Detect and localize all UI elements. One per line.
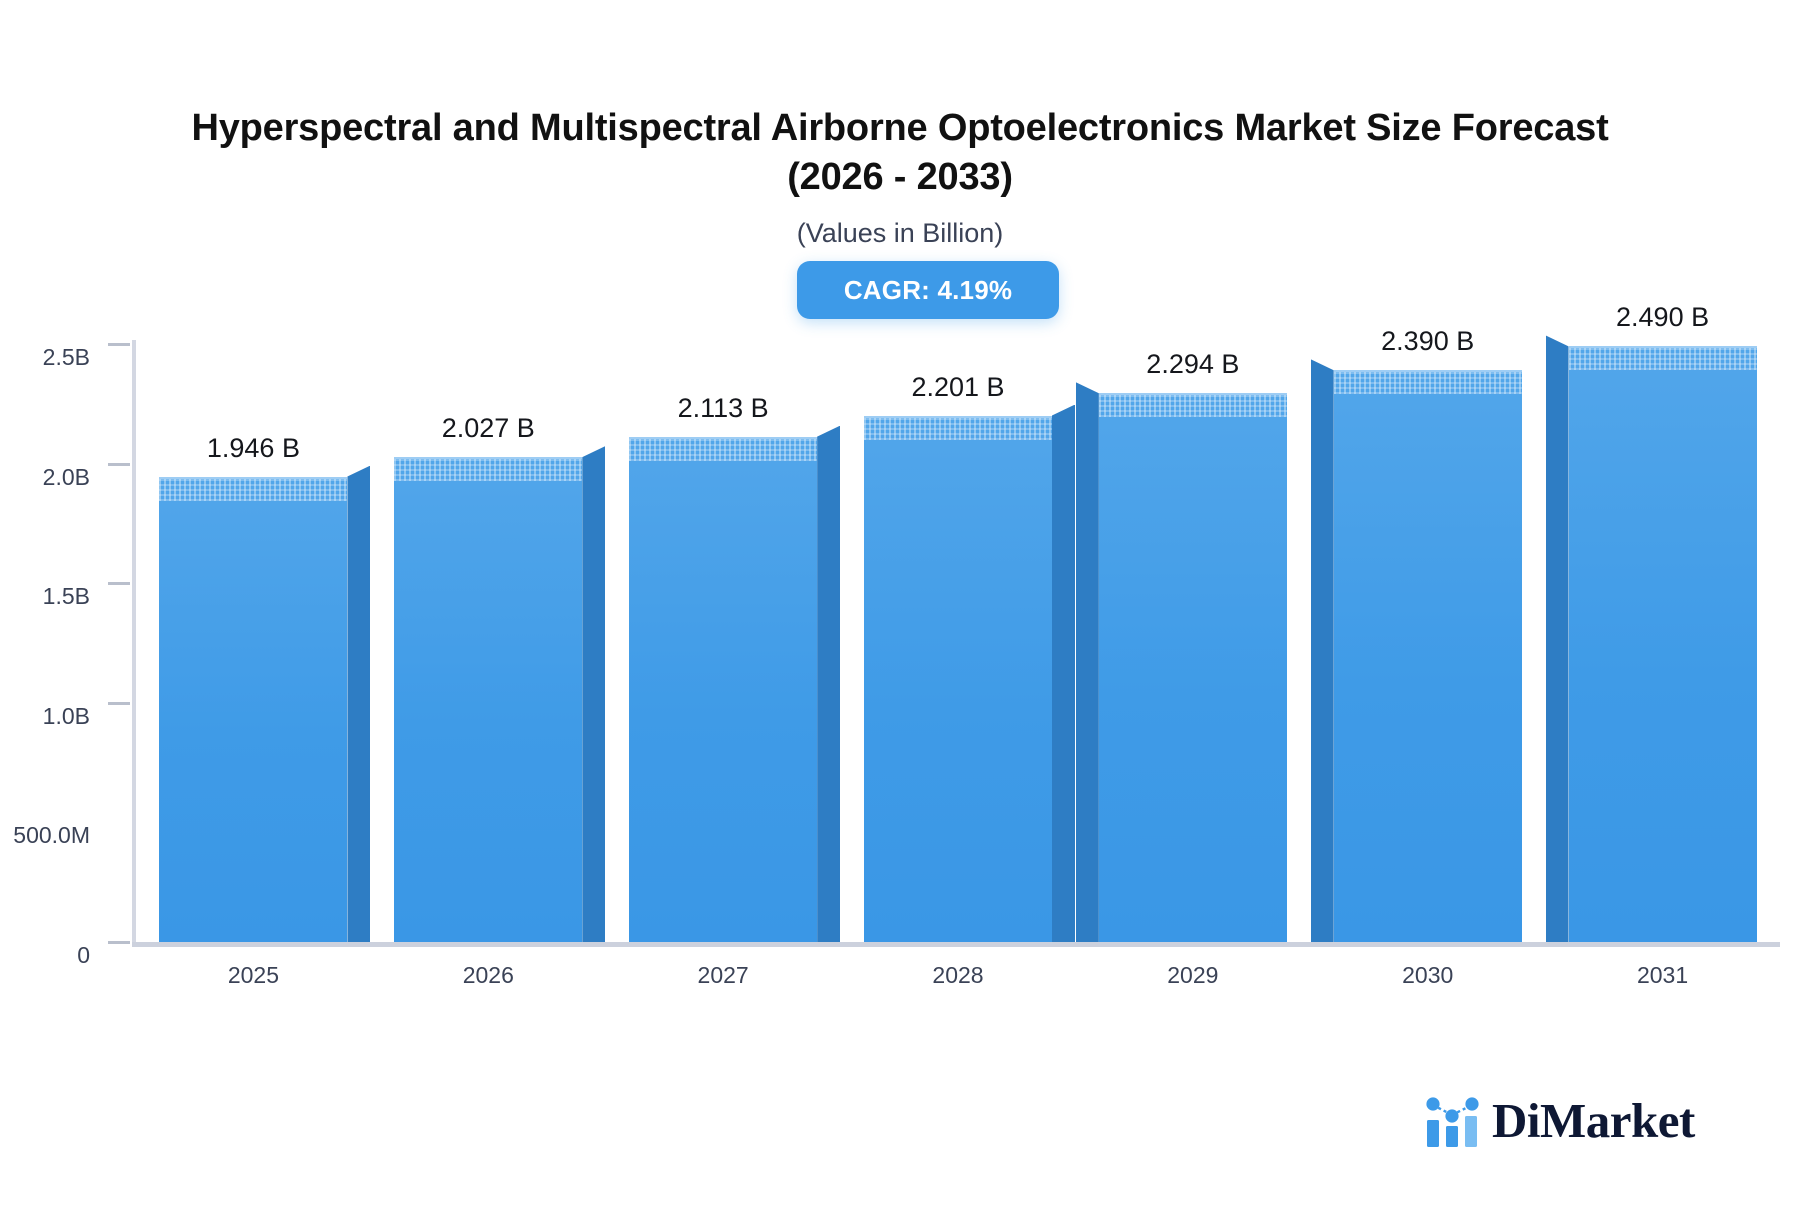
logo-wordmark: DiMarket	[1492, 1092, 1695, 1148]
bar-front-face	[394, 457, 583, 942]
bar-side-face	[1052, 404, 1075, 942]
bar-front-face	[159, 476, 348, 942]
chart-title-line-1: Hyperspectral and Multispectral Airborne…	[191, 107, 1609, 149]
bar[interactable]: 2.294 B	[1075, 349, 1287, 942]
y-axis-tick	[108, 941, 130, 944]
y-axis-tick	[108, 582, 130, 586]
chart-title-line-2: (2026 - 2033)	[787, 155, 1013, 198]
bar-front-face	[629, 436, 818, 942]
title-block: Hyperspectral and Multispectral Airborne…	[0, 104, 1800, 250]
bar-front-face	[1568, 346, 1757, 942]
y-axis-tick-label-text: 2.5B	[42, 344, 90, 370]
bar-value-label: 2.490 B	[1616, 302, 1710, 333]
y-axis-line	[132, 340, 136, 946]
chart-subtitle: (Values in Billion)	[796, 218, 1004, 249]
bar[interactable]: 2.027 B	[394, 413, 606, 942]
bar-chart-logo-icon	[1424, 1092, 1482, 1148]
y-axis-tick-label-text: 1.5B	[42, 583, 90, 610]
page-title: Hyperspectral and Multispectral Airborne…	[0, 104, 1800, 201]
bar-front-face	[864, 415, 1052, 942]
bar[interactable]: 2.113 B	[629, 393, 841, 942]
x-axis-tick-label: 2029	[1167, 962, 1219, 988]
bar-front-face	[1333, 370, 1522, 942]
y-axis-tick-label-text: 2.0B	[42, 463, 90, 490]
bar-value-label: 2.027 B	[441, 413, 535, 444]
bar-side-face	[1075, 382, 1099, 942]
bar-value-label: 2.201 B	[911, 371, 1005, 402]
bar[interactable]: 2.201 B	[864, 372, 1075, 942]
y-axis-tick-label-text: 0	[77, 942, 90, 968]
y-axis-tick	[108, 462, 130, 466]
bar-value-label: 2.113 B	[677, 392, 769, 423]
bar[interactable]: 2.390 B	[1310, 326, 1522, 942]
x-axis-baseline	[132, 942, 1780, 947]
bar-side-face	[817, 425, 841, 942]
bar-side-face	[1310, 359, 1334, 942]
x-axis-tick-label: 2030	[1402, 962, 1454, 988]
dimarket-logo: DiMarket	[1424, 1092, 1695, 1148]
y-axis-tick-label-text: 1.0B	[42, 702, 90, 729]
bar[interactable]: 1.946 B	[159, 433, 371, 942]
x-axis-tick-label: 2031	[1636, 962, 1689, 988]
x-axis-tick-label: 2025	[227, 962, 280, 988]
x-axis-tick-label: 2026	[462, 962, 514, 988]
bar-side-face	[347, 465, 371, 942]
bar-side-face	[1545, 335, 1569, 942]
bar-value-label: 2.294 B	[1146, 349, 1240, 380]
bar-front-face	[1098, 393, 1287, 942]
bar-side-face	[582, 446, 606, 942]
cagr-badge: CAGR: 4.19%	[797, 261, 1059, 319]
bar-value-label: 1.946 B	[206, 432, 300, 463]
y-axis-tick	[108, 343, 130, 346]
y-axis-tick	[108, 701, 130, 705]
bar[interactable]: 2.490 B	[1545, 302, 1757, 942]
bar-value-label: 2.390 B	[1381, 326, 1475, 357]
x-axis-tick-label: 2027	[697, 962, 749, 988]
y-axis-tick-label-text: 500.0M	[13, 822, 90, 849]
x-axis-tick-label: 2028	[932, 962, 984, 988]
